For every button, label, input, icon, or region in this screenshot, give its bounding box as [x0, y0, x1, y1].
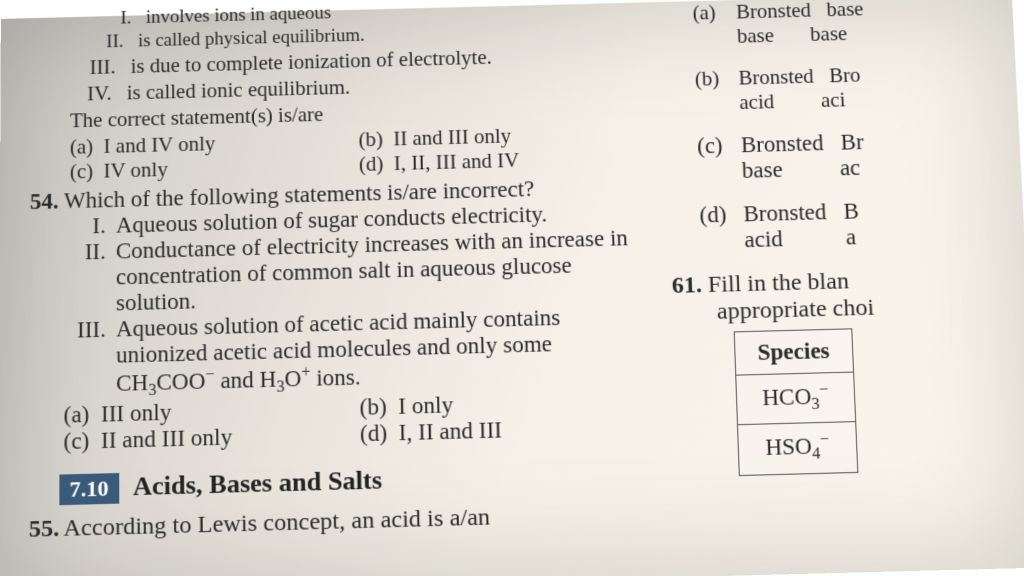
- word: base: [810, 21, 848, 45]
- right-option-b: (b) Bronsted Bro acid aci: [694, 58, 1024, 116]
- table-cell: HCO3−: [736, 372, 856, 425]
- right-column: (a) Bronsted base base base (b) Bronsted…: [662, 0, 1024, 477]
- word: Br: [840, 129, 864, 154]
- word: base: [826, 0, 864, 21]
- word: a: [845, 224, 856, 249]
- roman-text: is called physical equilibrium.: [138, 25, 365, 51]
- option-text: I only: [398, 392, 453, 419]
- question-number: 61.: [671, 272, 702, 299]
- q55-stem: 55. According to Lewis concept, an acid …: [29, 500, 660, 544]
- roman-label: III.: [74, 55, 116, 80]
- word: aci: [820, 88, 845, 112]
- word: acid: [739, 90, 775, 114]
- roman-label: IV.: [70, 81, 112, 107]
- option-label: (d): [699, 202, 745, 255]
- word: Bro: [829, 63, 861, 87]
- word: Bronsted: [738, 64, 814, 89]
- section-header: 7.10 Acids, Bases and Salts: [59, 458, 658, 505]
- word: Bronsted: [736, 0, 812, 23]
- roman-text: is called ionic equilibrium.: [127, 75, 351, 104]
- word: base: [737, 23, 775, 47]
- roman-label: I.: [90, 8, 132, 30]
- word: Bronsted: [743, 199, 827, 226]
- table-header: Species: [734, 329, 853, 375]
- roman-label: III.: [64, 317, 106, 370]
- option-body: Bronsted Bro acid aci: [738, 63, 862, 115]
- textbook-page: I. involves ions in aqueous II. is calle…: [0, 0, 1024, 576]
- option-text: I, II, III and IV: [394, 148, 520, 175]
- section-tag: 7.10: [59, 473, 118, 505]
- option-text: III only: [101, 400, 171, 427]
- right-option-d: (d) Bronsted B acid a: [699, 194, 1024, 255]
- option-body: Bronsted base base base: [736, 0, 865, 49]
- word: Bronsted: [740, 130, 824, 157]
- option-text: I, II and III: [398, 417, 502, 445]
- word: B: [843, 199, 859, 224]
- species-table: Species HCO3− HSO4−: [734, 328, 858, 475]
- option-text: I and IV only: [104, 131, 216, 157]
- word: acid: [744, 226, 783, 252]
- option-label: (b): [694, 66, 739, 116]
- option-text: II and III only: [101, 425, 232, 454]
- question-text: According to Lewis concept, an acid is a…: [63, 500, 659, 543]
- option-label: (a): [692, 0, 737, 50]
- roman-label: II.: [64, 239, 106, 318]
- section-title: Acids, Bases and Salts: [133, 465, 382, 501]
- option-text: II and III only: [393, 124, 511, 151]
- question-number: 55.: [29, 516, 64, 545]
- word: base: [741, 157, 783, 183]
- word: ac: [839, 155, 860, 180]
- roman-text: involves ions in aqueous: [146, 3, 331, 28]
- left-column: I. involves ions in aqueous II. is calle…: [29, 0, 660, 544]
- right-option-c: (c) Bronsted Br base ac: [697, 125, 1024, 185]
- option-body: Bronsted B acid a: [743, 199, 861, 254]
- roman-label: I.: [64, 213, 106, 240]
- roman-text: Conductance of electricity increases wit…: [116, 225, 652, 317]
- q61-line1: Fill in the blan: [707, 268, 849, 298]
- table-cell: HSO4−: [738, 422, 858, 475]
- question-number: 54.: [30, 189, 64, 216]
- roman-label: II.: [82, 31, 124, 53]
- option-label: (c): [697, 133, 743, 185]
- option-body: Bronsted Br base ac: [740, 129, 865, 183]
- option-text: IV only: [104, 157, 168, 182]
- right-option-a: (a) Bronsted base base base: [692, 0, 1024, 50]
